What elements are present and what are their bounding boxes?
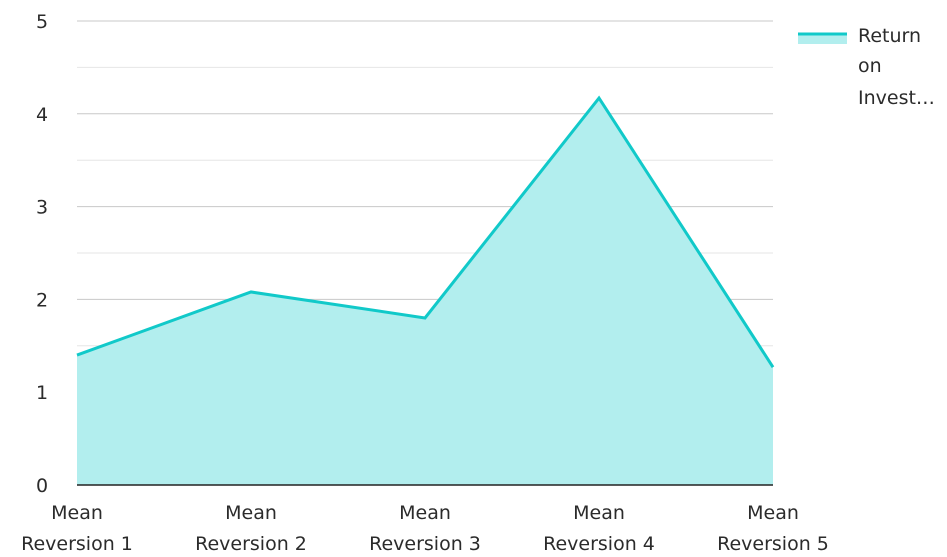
x-tick-label: Reversion 3: [369, 533, 481, 555]
x-tick-label: Mean: [573, 502, 625, 524]
x-tick-label: Reversion 1: [21, 533, 133, 555]
x-tick-label: Mean: [225, 502, 277, 524]
legend-swatch: [798, 33, 847, 44]
legend-label-line: on: [858, 55, 882, 77]
x-tick-label: Reversion 5: [717, 533, 829, 555]
legend-label-line: Return: [858, 25, 921, 47]
x-tick-label: Reversion 2: [195, 533, 307, 555]
y-tick-label: 4: [36, 104, 48, 126]
x-tick-label: Mean: [399, 502, 451, 524]
x-tick-label: Mean: [51, 502, 103, 524]
legend-label-line: Invest…: [858, 87, 935, 109]
x-axis-ticks: Mean Reversion 1 Mean Reversion 2 Mean Revers…: [21, 502, 829, 555]
legend: Return on Invest…: [798, 25, 935, 109]
x-tick-label: Reversion 4: [543, 533, 655, 555]
y-tick-label: 3: [36, 197, 48, 219]
series-line: [76, 95, 775, 368]
y-tick-label: 2: [36, 289, 48, 311]
y-tick-label: 0: [36, 475, 48, 497]
y-tick-label: 1: [36, 382, 48, 404]
y-axis-ticks: 0 1 2 3 4 5: [36, 11, 48, 497]
series-area-fill: [77, 98, 773, 486]
y-tick-label: 5: [36, 11, 48, 33]
x-tick-label: Mean: [747, 502, 799, 524]
